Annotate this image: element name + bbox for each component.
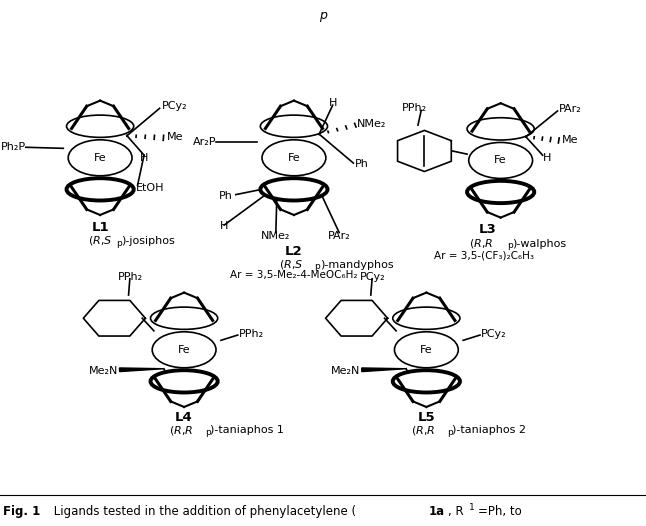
Ellipse shape xyxy=(467,118,534,140)
Text: 1: 1 xyxy=(469,503,475,512)
Text: Fe: Fe xyxy=(287,153,300,163)
Text: Me: Me xyxy=(167,132,183,142)
Text: Ar₂P: Ar₂P xyxy=(193,137,216,147)
Text: ($R$,$R$: ($R$,$R$ xyxy=(169,424,193,437)
Text: =Ph, to: =Ph, to xyxy=(478,505,522,518)
Text: PAr₂: PAr₂ xyxy=(559,104,581,114)
Text: L1: L1 xyxy=(91,221,109,234)
Text: Me₂N: Me₂N xyxy=(89,366,118,376)
Text: ($R$,$S$: ($R$,$S$ xyxy=(88,235,112,247)
Text: p: p xyxy=(447,428,453,437)
Ellipse shape xyxy=(151,370,218,392)
Text: )-walphos: )-walphos xyxy=(512,238,567,249)
Text: ($R$,$R$: ($R$,$R$ xyxy=(469,237,494,250)
Text: L2: L2 xyxy=(285,245,303,258)
Text: ($R$,$R$: ($R$,$R$ xyxy=(411,424,435,437)
Ellipse shape xyxy=(67,115,134,137)
Ellipse shape xyxy=(68,140,132,176)
Text: )-taniaphos 2: )-taniaphos 2 xyxy=(452,425,526,436)
Text: NMe₂: NMe₂ xyxy=(261,230,291,241)
Text: , R: , R xyxy=(448,505,463,518)
Text: H: H xyxy=(543,153,551,163)
Text: EtOH: EtOH xyxy=(136,183,164,194)
Text: p: p xyxy=(116,238,122,248)
Ellipse shape xyxy=(262,140,326,176)
Text: Ar = 3,5-(CF₃)₂C₆H₃: Ar = 3,5-(CF₃)₂C₆H₃ xyxy=(435,250,534,260)
Text: H: H xyxy=(166,380,174,391)
Text: )-josiphos: )-josiphos xyxy=(121,236,175,246)
Text: H: H xyxy=(329,97,337,108)
Text: Fig. 1: Fig. 1 xyxy=(3,505,41,518)
Text: )-mandyphos: )-mandyphos xyxy=(320,259,393,270)
Ellipse shape xyxy=(151,307,218,329)
Text: ($R$,$S$: ($R$,$S$ xyxy=(278,258,303,271)
Text: H: H xyxy=(408,380,416,391)
Polygon shape xyxy=(362,368,406,371)
Text: )-taniaphos 1: )-taniaphos 1 xyxy=(210,425,284,436)
Ellipse shape xyxy=(260,115,328,137)
Ellipse shape xyxy=(395,332,458,368)
Ellipse shape xyxy=(393,370,460,392)
Text: Ph₂P: Ph₂P xyxy=(1,142,26,153)
Text: p: p xyxy=(507,241,513,250)
Text: H: H xyxy=(220,221,228,231)
Text: PCy₂: PCy₂ xyxy=(481,329,507,339)
Text: Ligands tested in the addition of phenylacetylene (: Ligands tested in the addition of phenyl… xyxy=(50,505,357,518)
Text: PPh₂: PPh₂ xyxy=(118,271,143,281)
Ellipse shape xyxy=(152,332,216,368)
Text: L3: L3 xyxy=(479,224,497,236)
Text: Fe: Fe xyxy=(178,345,191,355)
Text: PCy₂: PCy₂ xyxy=(162,101,187,112)
Text: p: p xyxy=(319,9,327,23)
Text: Fe: Fe xyxy=(420,345,433,355)
Text: Ph: Ph xyxy=(355,159,369,169)
Text: PAr₂: PAr₂ xyxy=(328,230,351,241)
Text: Me: Me xyxy=(562,135,579,146)
Ellipse shape xyxy=(469,143,532,178)
Ellipse shape xyxy=(393,307,460,329)
Text: L5: L5 xyxy=(417,411,435,423)
Text: NMe₂: NMe₂ xyxy=(357,118,386,129)
Text: Fe: Fe xyxy=(94,153,107,163)
Text: H: H xyxy=(140,153,148,163)
Text: Ar = 3,5-Me₂-4-MeOC₆H₂: Ar = 3,5-Me₂-4-MeOC₆H₂ xyxy=(230,270,358,280)
Text: 1a: 1a xyxy=(428,505,444,518)
Text: Me₂N: Me₂N xyxy=(331,366,360,376)
Text: L4: L4 xyxy=(175,411,193,423)
Text: PPh₂: PPh₂ xyxy=(402,103,427,113)
Text: Fe: Fe xyxy=(494,155,507,166)
Text: PPh₂: PPh₂ xyxy=(239,329,264,339)
Text: PCy₂: PCy₂ xyxy=(360,271,386,281)
Text: p: p xyxy=(205,428,211,437)
Ellipse shape xyxy=(67,178,134,200)
Ellipse shape xyxy=(260,178,328,200)
Polygon shape xyxy=(120,368,164,371)
Text: Ph: Ph xyxy=(219,190,233,201)
Text: p: p xyxy=(315,262,320,271)
Ellipse shape xyxy=(467,181,534,203)
